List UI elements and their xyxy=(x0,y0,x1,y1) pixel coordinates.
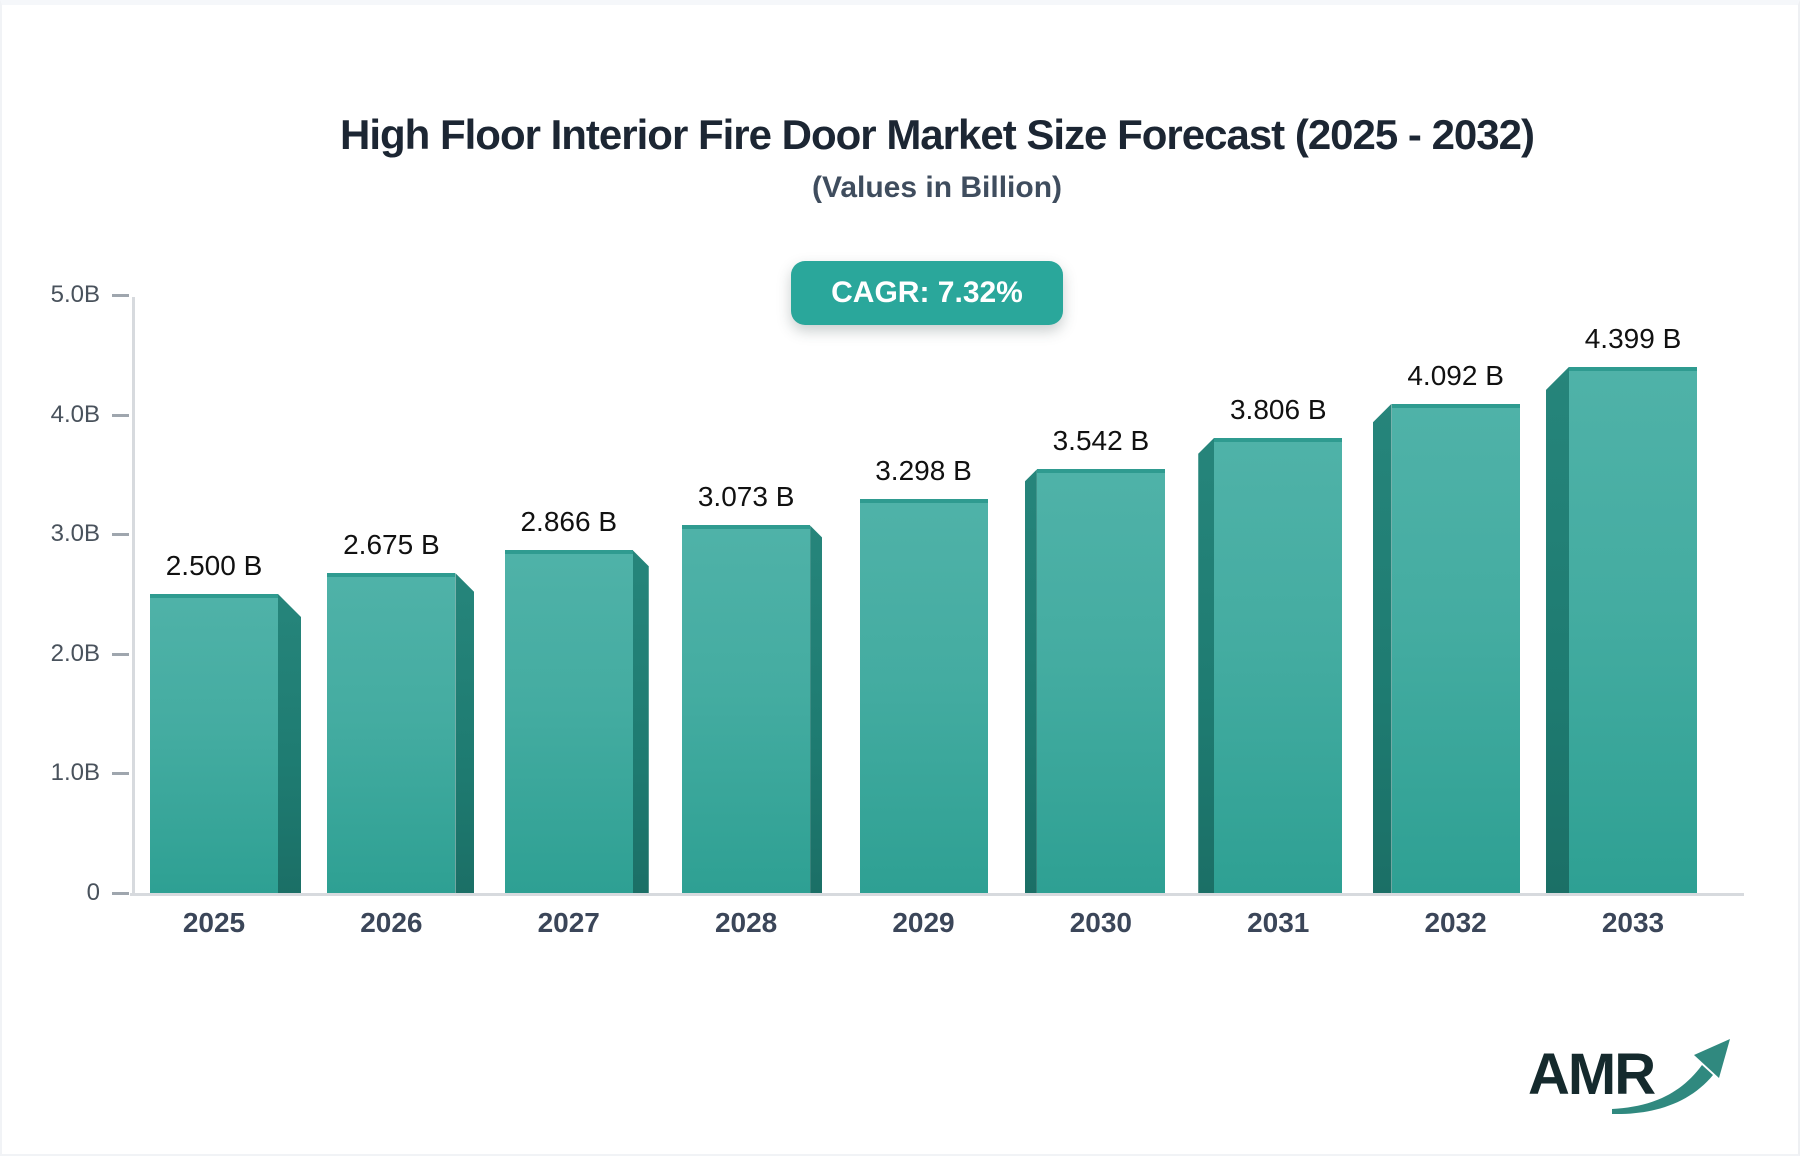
x-axis-label-2030: 2030 xyxy=(1069,907,1133,938)
cagr-badge: CAGR: 7.32% xyxy=(791,261,1063,325)
value-label-2032: 4.092 B xyxy=(1407,359,1504,391)
amr-logo: AMR xyxy=(1522,1035,1732,1125)
bar-side-2026 xyxy=(455,573,475,893)
amr-logo-text: AMR xyxy=(1528,1042,1656,1107)
bar-2029 xyxy=(859,498,988,893)
bar-side-2032 xyxy=(1372,403,1392,893)
chart-subtitle: (Values in Billion) xyxy=(811,171,1063,204)
x-axis-label-2025: 2025 xyxy=(182,907,246,938)
value-label-2026: 2.675 B xyxy=(343,529,440,561)
x-axis-label-2031: 2031 xyxy=(1247,907,1310,938)
y-tick-label-0: 0 xyxy=(86,879,100,906)
y-tick-label-5.0B: 5.0B xyxy=(50,281,100,308)
value-label-2031: 3.806 B xyxy=(1229,393,1327,425)
bar-2032 xyxy=(1391,403,1520,893)
value-label-2029: 3.298 B xyxy=(875,454,972,486)
y-tick-label-2.0B: 2.0B xyxy=(50,639,100,667)
x-axis-label-2032: 2032 xyxy=(1424,907,1487,938)
value-label-2033: 4.399 B xyxy=(1584,322,1682,354)
x-axis-line xyxy=(130,893,1744,896)
y-tick-label-1.0B: 1.0B xyxy=(50,759,100,787)
y-tick-mark xyxy=(112,772,129,776)
chart-title: High Floor Interior Fire Door Market Siz… xyxy=(339,111,1535,158)
y-tick-mark xyxy=(112,533,129,537)
bar-side-2031 xyxy=(1198,437,1215,893)
x-axis-label-2027: 2027 xyxy=(537,907,600,938)
value-label-2025: 2.500 B xyxy=(165,550,263,581)
bar-2028 xyxy=(682,525,811,893)
x-axis-label-2026: 2026 xyxy=(360,907,423,938)
bar-side-2030 xyxy=(1024,469,1037,893)
y-tick-label-4.0B: 4.0B xyxy=(50,400,100,428)
x-axis-label-2029: 2029 xyxy=(892,907,955,938)
y-axis-line xyxy=(132,297,135,895)
value-label-2027: 2.866 B xyxy=(520,506,618,538)
bar-2026 xyxy=(327,573,456,893)
bar-2033 xyxy=(1569,366,1697,893)
cagr-label: CAGR: 7.32% xyxy=(831,276,1023,309)
bar-2031 xyxy=(1214,437,1343,893)
bar-side-2028 xyxy=(810,525,823,893)
x-axis-label-2028: 2028 xyxy=(714,907,778,938)
y-tick-label-3.0B: 3.0B xyxy=(50,520,100,548)
value-label-2028: 3.073 B xyxy=(697,481,795,513)
trend-up-arrow-icon xyxy=(1612,1039,1730,1115)
y-tick-mark xyxy=(112,652,129,656)
x-axis-label-2033: 2033 xyxy=(1601,907,1665,938)
bar-side-2025 xyxy=(278,594,301,893)
bar-chart-plot-area: 0 1.0B 2.0B 3.0B 4.0B 5.0B 2.500 B 2025 2.675 B 2… xyxy=(2,5,1798,1154)
y-tick-mark xyxy=(112,892,129,895)
bar-2030 xyxy=(1036,469,1165,893)
bar-2027 xyxy=(504,550,633,893)
y-tick-mark xyxy=(112,294,129,297)
bar-side-2027 xyxy=(632,550,649,893)
y-tick-mark xyxy=(112,413,129,417)
bar-side-2033 xyxy=(1546,366,1569,893)
bar-2025 xyxy=(150,594,278,893)
value-label-2030: 3.542 B xyxy=(1052,425,1150,457)
